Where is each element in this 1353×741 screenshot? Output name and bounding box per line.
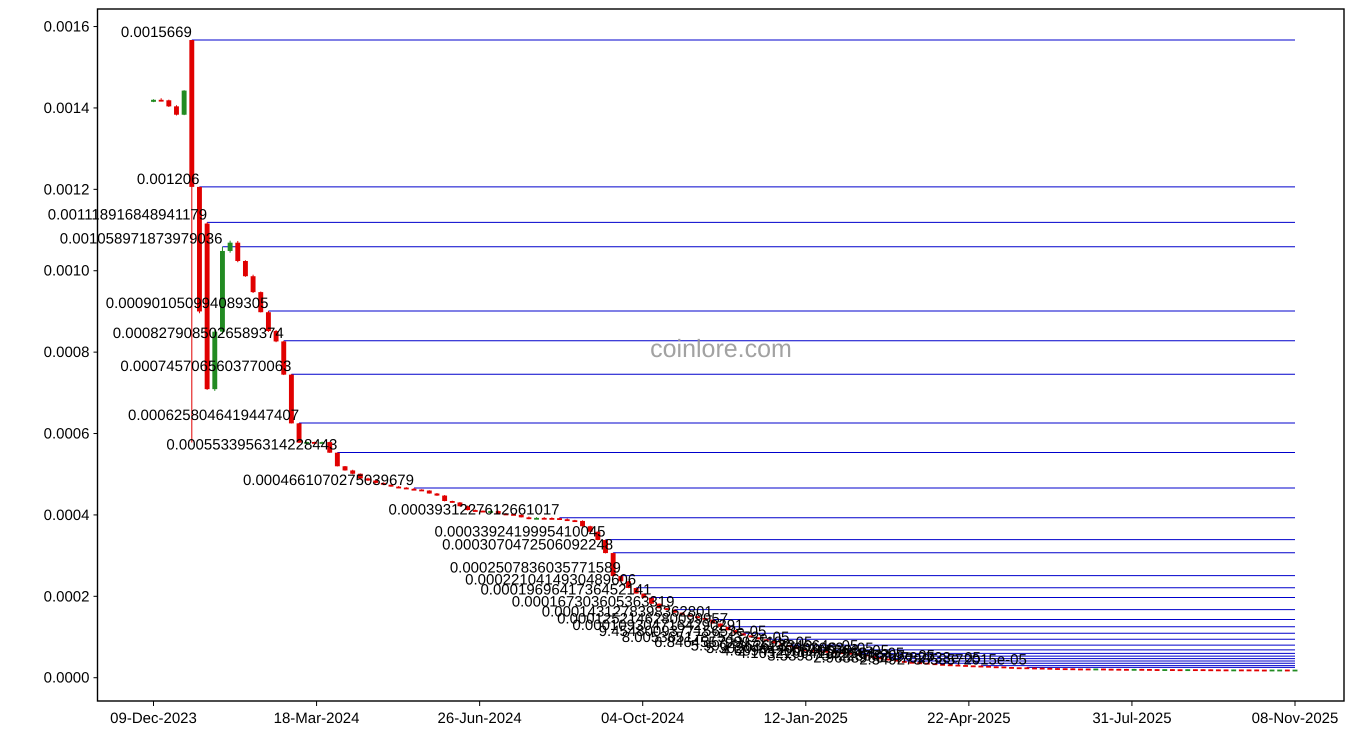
- svg-text:0.0008: 0.0008: [44, 344, 90, 361]
- svg-text:0.0002: 0.0002: [44, 588, 90, 605]
- svg-text:0.0005533956314228443: 0.0005533956314228443: [166, 437, 337, 454]
- svg-text:0.0003070472506092248: 0.0003070472506092248: [442, 537, 613, 554]
- svg-text:08-Nov-2025: 08-Nov-2025: [1252, 710, 1339, 727]
- svg-text:12-Jan-2025: 12-Jan-2025: [764, 710, 848, 727]
- svg-text:22-Apr-2025: 22-Apr-2025: [927, 710, 1010, 727]
- svg-text:coinlore.com: coinlore.com: [650, 335, 792, 363]
- svg-text:0.000901050994089305: 0.000901050994089305: [106, 295, 269, 312]
- svg-text:31-Jul-2025: 31-Jul-2025: [1092, 710, 1171, 727]
- svg-text:18-Mar-2024: 18-Mar-2024: [274, 710, 360, 727]
- svg-text:04-Oct-2024: 04-Oct-2024: [601, 710, 684, 727]
- svg-text:0.001118916848941179: 0.001118916848941179: [48, 206, 207, 223]
- svg-text:0.0015669: 0.0015669: [121, 24, 192, 41]
- svg-text:0.0007457065603770063: 0.0007457065603770063: [120, 358, 291, 375]
- svg-text:0.0014: 0.0014: [44, 100, 90, 117]
- svg-text:0.0010: 0.0010: [44, 263, 90, 280]
- svg-text:0.0004: 0.0004: [44, 507, 90, 524]
- svg-text:0.0003931227612661017: 0.0003931227612661017: [389, 502, 560, 519]
- svg-text:0.0006: 0.0006: [44, 426, 90, 443]
- svg-text:0.0004661070275039679: 0.0004661070275039679: [243, 472, 414, 489]
- svg-text:0.0000: 0.0000: [44, 670, 90, 687]
- svg-text:0.001058971873979036: 0.001058971873979036: [60, 231, 223, 248]
- svg-text:2.549278858572015e-05: 2.549278858572015e-05: [859, 651, 1027, 668]
- svg-text:0.0012: 0.0012: [44, 181, 90, 198]
- svg-text:09-Dec-2023: 09-Dec-2023: [110, 710, 197, 727]
- svg-text:0.0006258046419447407: 0.0006258046419447407: [128, 407, 299, 424]
- svg-text:0.0008279085026589374: 0.0008279085026589374: [113, 325, 284, 342]
- svg-text:0.001206: 0.001206: [137, 171, 200, 188]
- svg-text:26-Jun-2024: 26-Jun-2024: [438, 710, 522, 727]
- svg-text:0.0016: 0.0016: [44, 19, 90, 36]
